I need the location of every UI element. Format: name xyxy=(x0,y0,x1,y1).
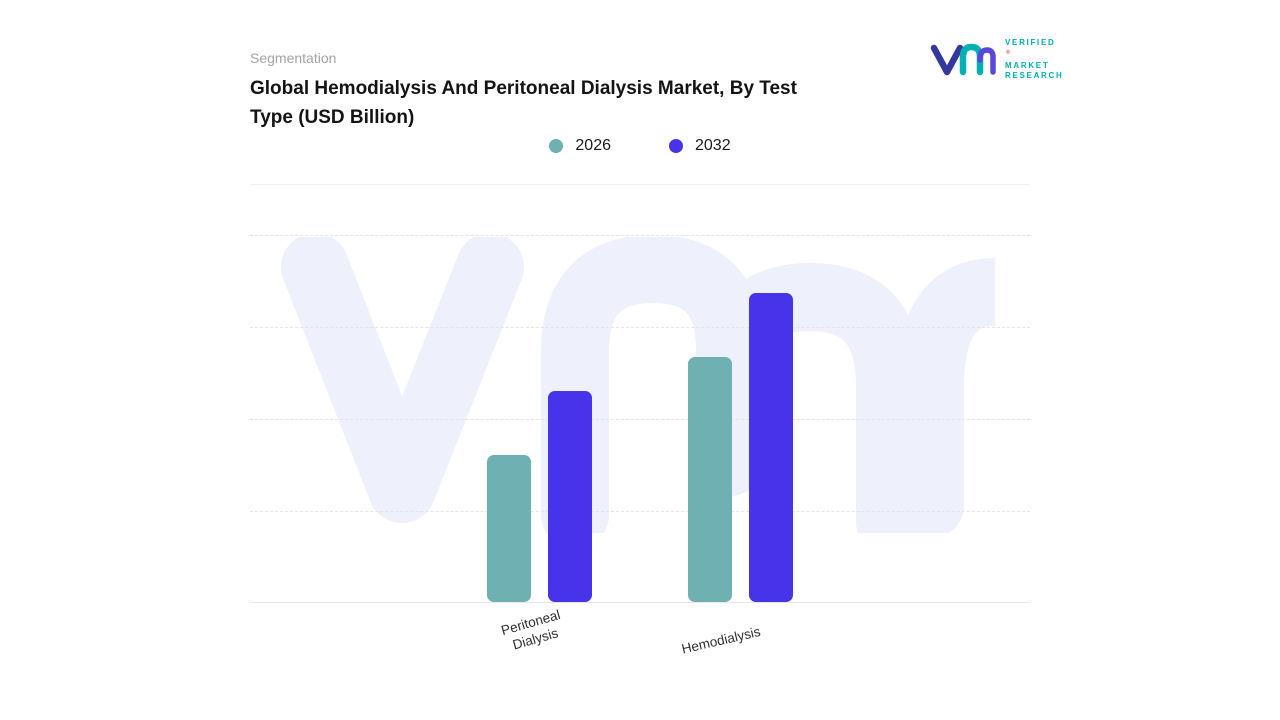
legend-item-2026: 2026 xyxy=(549,137,611,155)
chart-title: Global Hemodialysis And Peritoneal Dialy… xyxy=(250,74,890,132)
bar-group-peritoneal-dialysis xyxy=(487,391,592,602)
gridline xyxy=(250,235,1030,236)
x-tick-hemodialysis: Hemodialysis xyxy=(680,623,762,657)
chart-legend: 2026 2032 xyxy=(250,137,1030,155)
legend-dot-2026 xyxy=(549,139,564,153)
legend-label-2032: 2032 xyxy=(695,137,731,154)
bar-2026-peritoneal-dialysis xyxy=(487,455,531,602)
bar-2032-hemodialysis xyxy=(749,293,793,602)
gridline xyxy=(250,511,1030,512)
chart-title-line-1: Global Hemodialysis And Peritoneal Dialy… xyxy=(250,78,797,99)
header-divider xyxy=(250,184,1030,185)
logo-line-market: MARKET xyxy=(1005,60,1050,70)
legend-dot-2032 xyxy=(669,139,683,153)
logo-line-research: RESEARCH xyxy=(1005,70,1064,80)
bar-group-hemodialysis xyxy=(688,293,793,602)
bar-2026-hemodialysis xyxy=(688,357,732,602)
legend-item-2032: 2032 xyxy=(669,137,731,155)
x-tick-peritoneal-dialysis: Peritoneal Dialysis xyxy=(499,607,562,653)
legend-label-2026: 2026 xyxy=(575,137,611,154)
logo-line-verified: VERIFIED ® xyxy=(1005,38,1056,56)
vmr-logo: VERIFIED ® MARKET RESEARCH xyxy=(930,38,1064,81)
vmr-logo-text: VERIFIED ® MARKET RESEARCH xyxy=(1005,38,1064,81)
gridline xyxy=(250,419,1030,420)
vmr-watermark xyxy=(281,237,995,533)
vmr-logo-mark xyxy=(930,44,996,76)
chart-title-line-2: Type (USD Billion) xyxy=(250,107,415,128)
chart-eyebrow: Segmentation xyxy=(250,50,337,66)
gridline xyxy=(250,327,1030,328)
x-axis-line xyxy=(250,602,1030,603)
plot-area xyxy=(250,235,1030,603)
registered-mark: ® xyxy=(1006,50,1011,56)
bar-2032-peritoneal-dialysis xyxy=(548,391,592,602)
